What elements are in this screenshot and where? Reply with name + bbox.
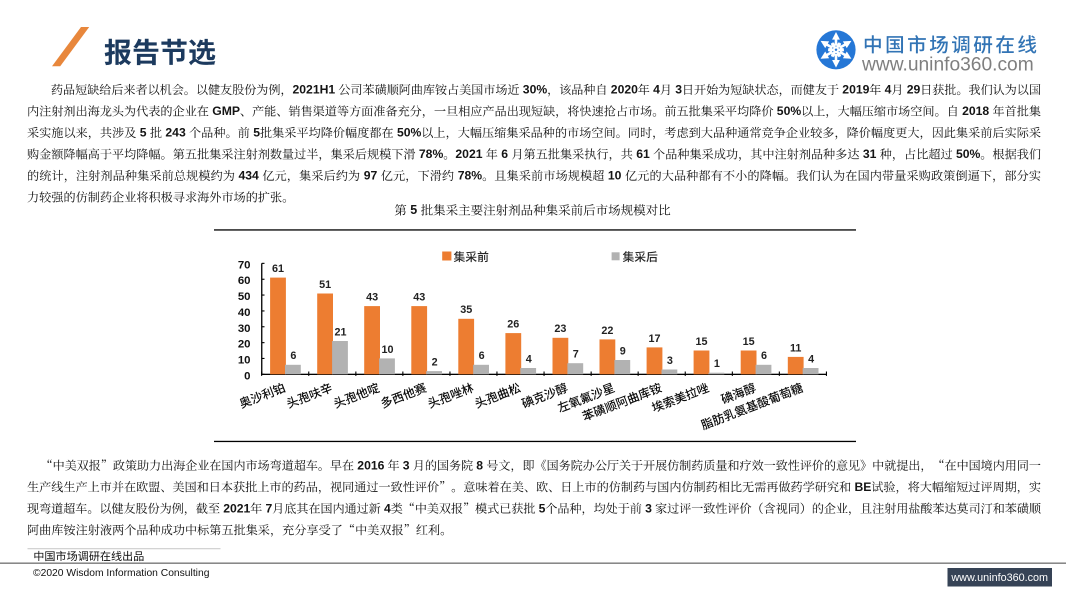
svg-text:1: 1: [714, 358, 720, 370]
svg-text:2: 2: [432, 357, 438, 369]
svg-text:4: 4: [885, 83, 892, 97]
svg-text:www.uninfo360.com: www.uninfo360.com: [950, 572, 1048, 584]
svg-text:61: 61: [272, 263, 284, 275]
svg-text:51: 51: [319, 279, 331, 291]
svg-text:5: 5: [410, 203, 417, 217]
svg-text:6: 6: [761, 350, 767, 362]
svg-text:6: 6: [501, 147, 508, 161]
svg-text:78%: 78%: [419, 147, 444, 161]
svg-text:50: 50: [238, 291, 251, 303]
svg-text:10: 10: [608, 169, 622, 183]
svg-text:31: 31: [863, 147, 877, 161]
svg-text:3: 3: [667, 355, 673, 367]
svg-text:5: 5: [140, 126, 147, 140]
svg-text:8: 8: [476, 458, 483, 472]
svg-text:6: 6: [290, 350, 296, 362]
svg-text:20: 20: [238, 339, 251, 351]
svg-text:7: 7: [266, 501, 273, 515]
svg-text:30%: 30%: [523, 83, 548, 97]
svg-text:3: 3: [675, 83, 682, 97]
svg-text:www.uninfo360.com: www.uninfo360.com: [861, 55, 1034, 76]
svg-text:GMP: GMP: [212, 104, 240, 118]
svg-text:243: 243: [165, 126, 186, 140]
svg-text:10: 10: [381, 344, 393, 356]
svg-text:43: 43: [413, 292, 425, 304]
svg-text:26: 26: [507, 319, 519, 331]
svg-text:21: 21: [334, 326, 346, 338]
svg-text:4: 4: [384, 501, 391, 515]
svg-text:9: 9: [620, 345, 626, 357]
svg-text:434: 434: [239, 169, 260, 183]
svg-text:10: 10: [238, 354, 251, 366]
svg-text:30: 30: [238, 323, 251, 335]
svg-text:4: 4: [808, 353, 814, 365]
svg-text:22: 22: [601, 325, 613, 337]
svg-text:70: 70: [238, 259, 251, 271]
svg-text:BE: BE: [855, 480, 872, 494]
svg-text:3: 3: [403, 458, 410, 472]
svg-text:2021: 2021: [455, 147, 482, 161]
svg-text:5: 5: [539, 501, 546, 515]
svg-text:5: 5: [253, 126, 260, 140]
svg-text:4: 4: [653, 83, 660, 97]
svg-text:2019: 2019: [842, 83, 869, 97]
svg-text:50%: 50%: [397, 126, 422, 140]
svg-text:78%: 78%: [458, 169, 483, 183]
svg-text:6: 6: [479, 350, 485, 362]
svg-text:0: 0: [244, 370, 250, 382]
svg-text:3: 3: [645, 501, 652, 515]
svg-text:15: 15: [743, 336, 755, 348]
svg-text:©2020 Wisdom Information Consu: ©2020 Wisdom Information Consulting: [33, 568, 210, 579]
svg-text:2016: 2016: [357, 458, 384, 472]
svg-text:2021: 2021: [223, 501, 250, 515]
svg-text:7: 7: [573, 349, 579, 361]
svg-text:50%: 50%: [956, 147, 981, 161]
svg-text:50%: 50%: [777, 104, 802, 118]
svg-text:15: 15: [695, 336, 707, 348]
svg-text:2018: 2018: [962, 104, 989, 118]
svg-text:60: 60: [238, 275, 251, 287]
svg-text:23: 23: [554, 323, 566, 335]
svg-text:97: 97: [364, 169, 378, 183]
svg-text:2021H1: 2021H1: [293, 83, 336, 97]
svg-text:4: 4: [526, 353, 532, 365]
svg-text:43: 43: [366, 292, 378, 304]
svg-text:35: 35: [460, 304, 472, 316]
svg-text:40: 40: [238, 307, 251, 319]
svg-text:11: 11: [790, 342, 801, 354]
svg-text:29: 29: [907, 83, 921, 97]
svg-text:2020: 2020: [611, 83, 638, 97]
svg-text:17: 17: [648, 333, 660, 345]
svg-text:61: 61: [636, 147, 650, 161]
